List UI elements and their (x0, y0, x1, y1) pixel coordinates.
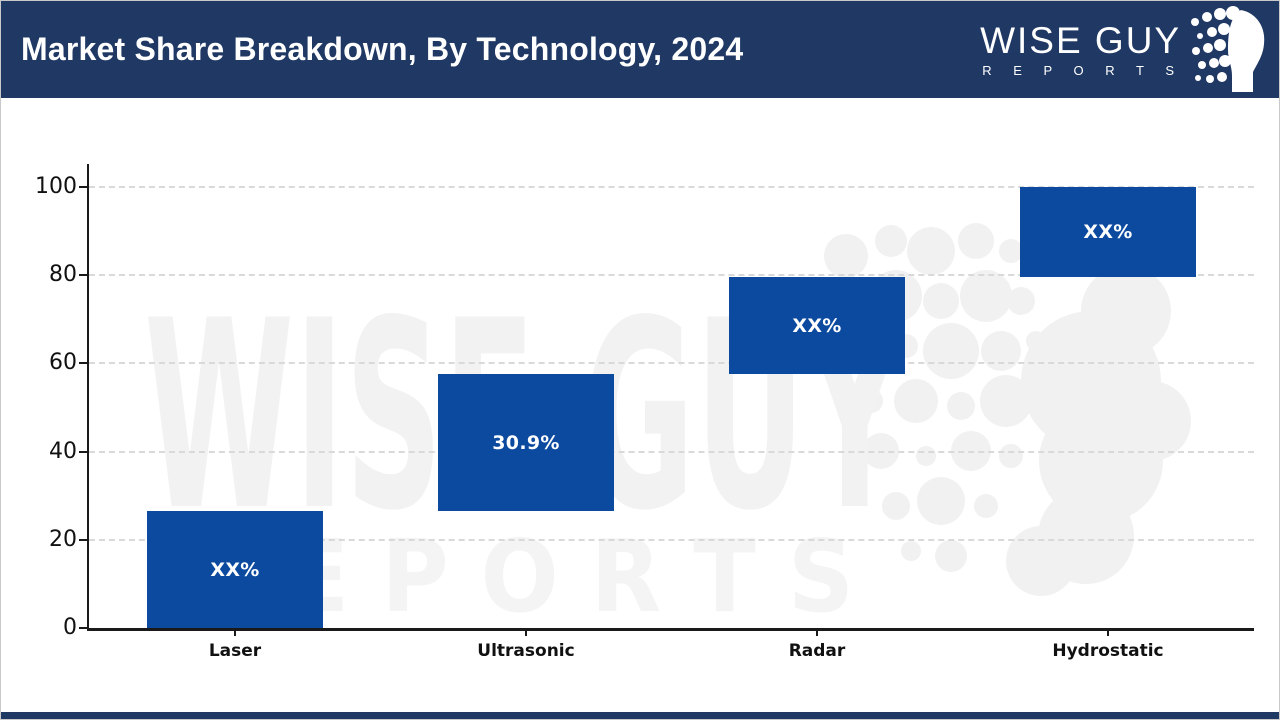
x-tick (234, 628, 236, 636)
bar-value-label: XX% (210, 558, 260, 581)
x-tick-label-laser: Laser (208, 641, 262, 661)
head-profile-icon (1191, 5, 1265, 92)
gridline-60 (89, 362, 1254, 365)
x-tick-label-hydrostatic: Hydrostatic (1052, 641, 1164, 661)
y-tick (79, 627, 87, 629)
brand-subtitle: R E P O R T S (982, 62, 1183, 78)
x-tick (816, 628, 818, 636)
page-title: Market Share Breakdown, By Technology, 2… (21, 31, 744, 67)
x-tick (525, 628, 527, 636)
bar-radar: XX% (729, 277, 905, 375)
brand-text: WISE GUY R E P O R T S (978, 22, 1183, 78)
y-tick (79, 538, 87, 541)
y-axis-line (87, 164, 89, 631)
gridline-20 (89, 538, 1254, 541)
y-tick-label-40: 40 (49, 438, 77, 464)
y-tick-label-20: 20 (49, 526, 77, 552)
y-tick-label-100: 100 (35, 174, 77, 199)
bar-laser: XX% (147, 511, 323, 629)
footer-bar (1, 712, 1279, 719)
gridline-40 (89, 450, 1254, 453)
x-tick-label-radar: Radar (788, 641, 846, 661)
x-tick (1107, 628, 1109, 636)
y-tick-label-0: 0 (63, 615, 77, 640)
bar-value-label: XX% (1083, 221, 1133, 243)
header: Market Share Breakdown, By Technology, 2… (1, 1, 1279, 98)
y-tick-label-80: 80 (49, 262, 77, 288)
y-tick-label-60: 60 (49, 350, 77, 376)
y-tick (79, 186, 87, 188)
bar-hydrostatic: XX% (1020, 187, 1196, 277)
y-tick (79, 450, 87, 453)
brand-name: WISE GUY (980, 19, 1182, 61)
gridline-80 (89, 274, 1254, 277)
x-axis-line (87, 628, 1254, 631)
y-tick (79, 274, 87, 277)
brand-logo: WISE GUY R E P O R T S (978, 5, 1269, 94)
watermark-dots (824, 223, 1191, 596)
bar-ultrasonic: 30.9% (438, 374, 614, 512)
bar-value-label: XX% (792, 314, 842, 337)
gridline-100 (89, 186, 1254, 188)
bar-value-label: 30.9% (492, 431, 560, 454)
y-tick (79, 362, 87, 365)
x-tick-label-ultrasonic: Ultrasonic (477, 641, 575, 661)
